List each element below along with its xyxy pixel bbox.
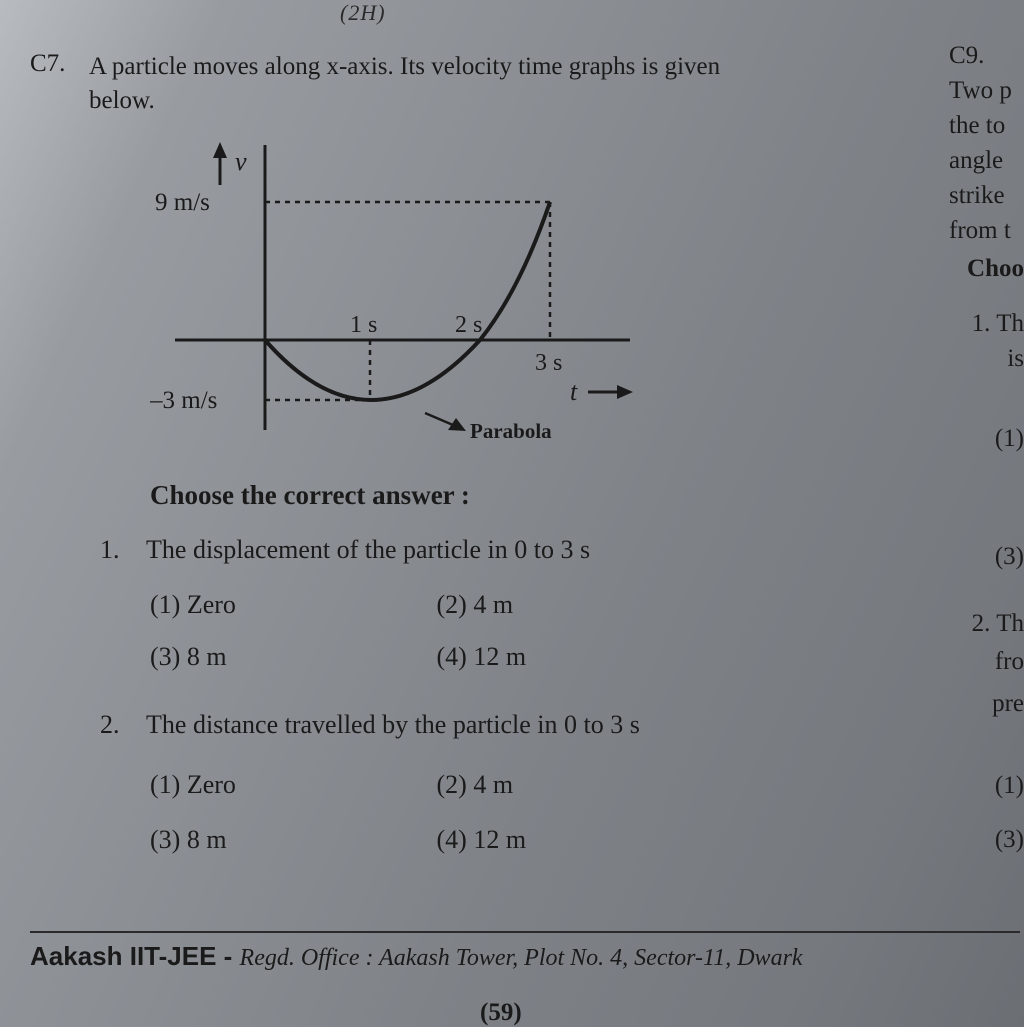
velocity-time-graph: v 9 m/s –3 m/s 1 s 2 s 3 s t Parabola	[150, 130, 670, 460]
subq1-opt3: (3) 8 m	[150, 642, 430, 672]
q9-line4: from t	[949, 213, 1024, 248]
curve-label: Parabola	[470, 419, 552, 443]
q9-right1: (1)	[995, 772, 1024, 800]
subq2-opt1: (1) Zero	[150, 770, 430, 800]
x-tick-1: 1 s	[350, 312, 377, 338]
sub-question-1: 1. The displacement of the particle in 0…	[100, 535, 590, 565]
y-top-value: 9 m/s	[155, 189, 210, 216]
subq2-opt4: (4) 12 m	[437, 825, 717, 855]
q9-line2: angle	[949, 143, 1024, 178]
subq2-options-row1: (1) Zero (2) 4 m	[150, 770, 750, 800]
subq2-opt2: (2) 4 m	[437, 770, 717, 800]
q9-line0: Two p	[949, 77, 1012, 104]
q9-item1b: is	[1007, 345, 1024, 373]
footer-page-number: (59)	[480, 999, 522, 1027]
choose-answer-heading: Choose the correct answer :	[150, 480, 470, 511]
question-9-fragment: C9. Two p the to angle strike from t	[949, 38, 1024, 248]
footer-brand: Aakash IIT-JEE -	[30, 941, 240, 971]
q9-choo: Choo	[967, 255, 1024, 283]
x-tick-3: 3 s	[535, 350, 562, 376]
page-photo: (2H) C7. A particle moves along x-axis. …	[0, 0, 1024, 1027]
y-bottom-value: –3 m/s	[150, 387, 217, 414]
subq2-options-row2: (3) 8 m (4) 12 m	[150, 825, 750, 855]
subq1-num: 1.	[100, 535, 140, 565]
q7-text: A particle moves along x-axis. Its veloc…	[89, 50, 729, 118]
footer-rest: Regd. Office : Aakash Tower, Plot No. 4,…	[240, 945, 803, 971]
q9-line1: the to	[949, 108, 1024, 143]
q9-paren1: (1)	[995, 425, 1024, 453]
subq1-options-row1: (1) Zero (2) 4 m	[150, 590, 750, 620]
question-7: C7. A particle moves along x-axis. Its v…	[30, 50, 740, 118]
q9-right3: (3)	[995, 826, 1024, 854]
q9-item2a: 2. Th	[972, 610, 1024, 638]
y-axis-label: v	[235, 147, 247, 176]
subq2-opt3: (3) 8 m	[150, 825, 430, 855]
subq1-options-row2: (3) 8 m (4) 12 m	[150, 642, 750, 672]
subq1-opt1: (1) Zero	[150, 590, 430, 620]
q9-item1a: 1. Th	[972, 310, 1024, 338]
x-axis-label: t	[570, 377, 578, 406]
q9-paren3: (3)	[995, 543, 1024, 571]
subq1-text: The displacement of the particle in 0 to…	[146, 535, 590, 564]
subq2-num: 2.	[100, 710, 140, 740]
q7-label: C7.	[30, 50, 85, 78]
subq1-opt2: (2) 4 m	[437, 590, 717, 620]
sub-question-2: 2. The distance travelled by the particl…	[100, 710, 640, 740]
q9-item2c: pre	[992, 690, 1024, 718]
subq2-text: The distance travelled by the particle i…	[146, 710, 640, 739]
footer: Aakash IIT-JEE - Regd. Office : Aakash T…	[30, 931, 1020, 972]
q9-label: C9.	[949, 42, 984, 69]
x-tick-2: 2 s	[455, 312, 482, 338]
q9-item2b: fro	[995, 648, 1024, 676]
subq1-opt4: (4) 12 m	[437, 642, 717, 672]
q9-line3: strike	[949, 178, 1024, 213]
top-fragment: (2H)	[340, 0, 386, 26]
